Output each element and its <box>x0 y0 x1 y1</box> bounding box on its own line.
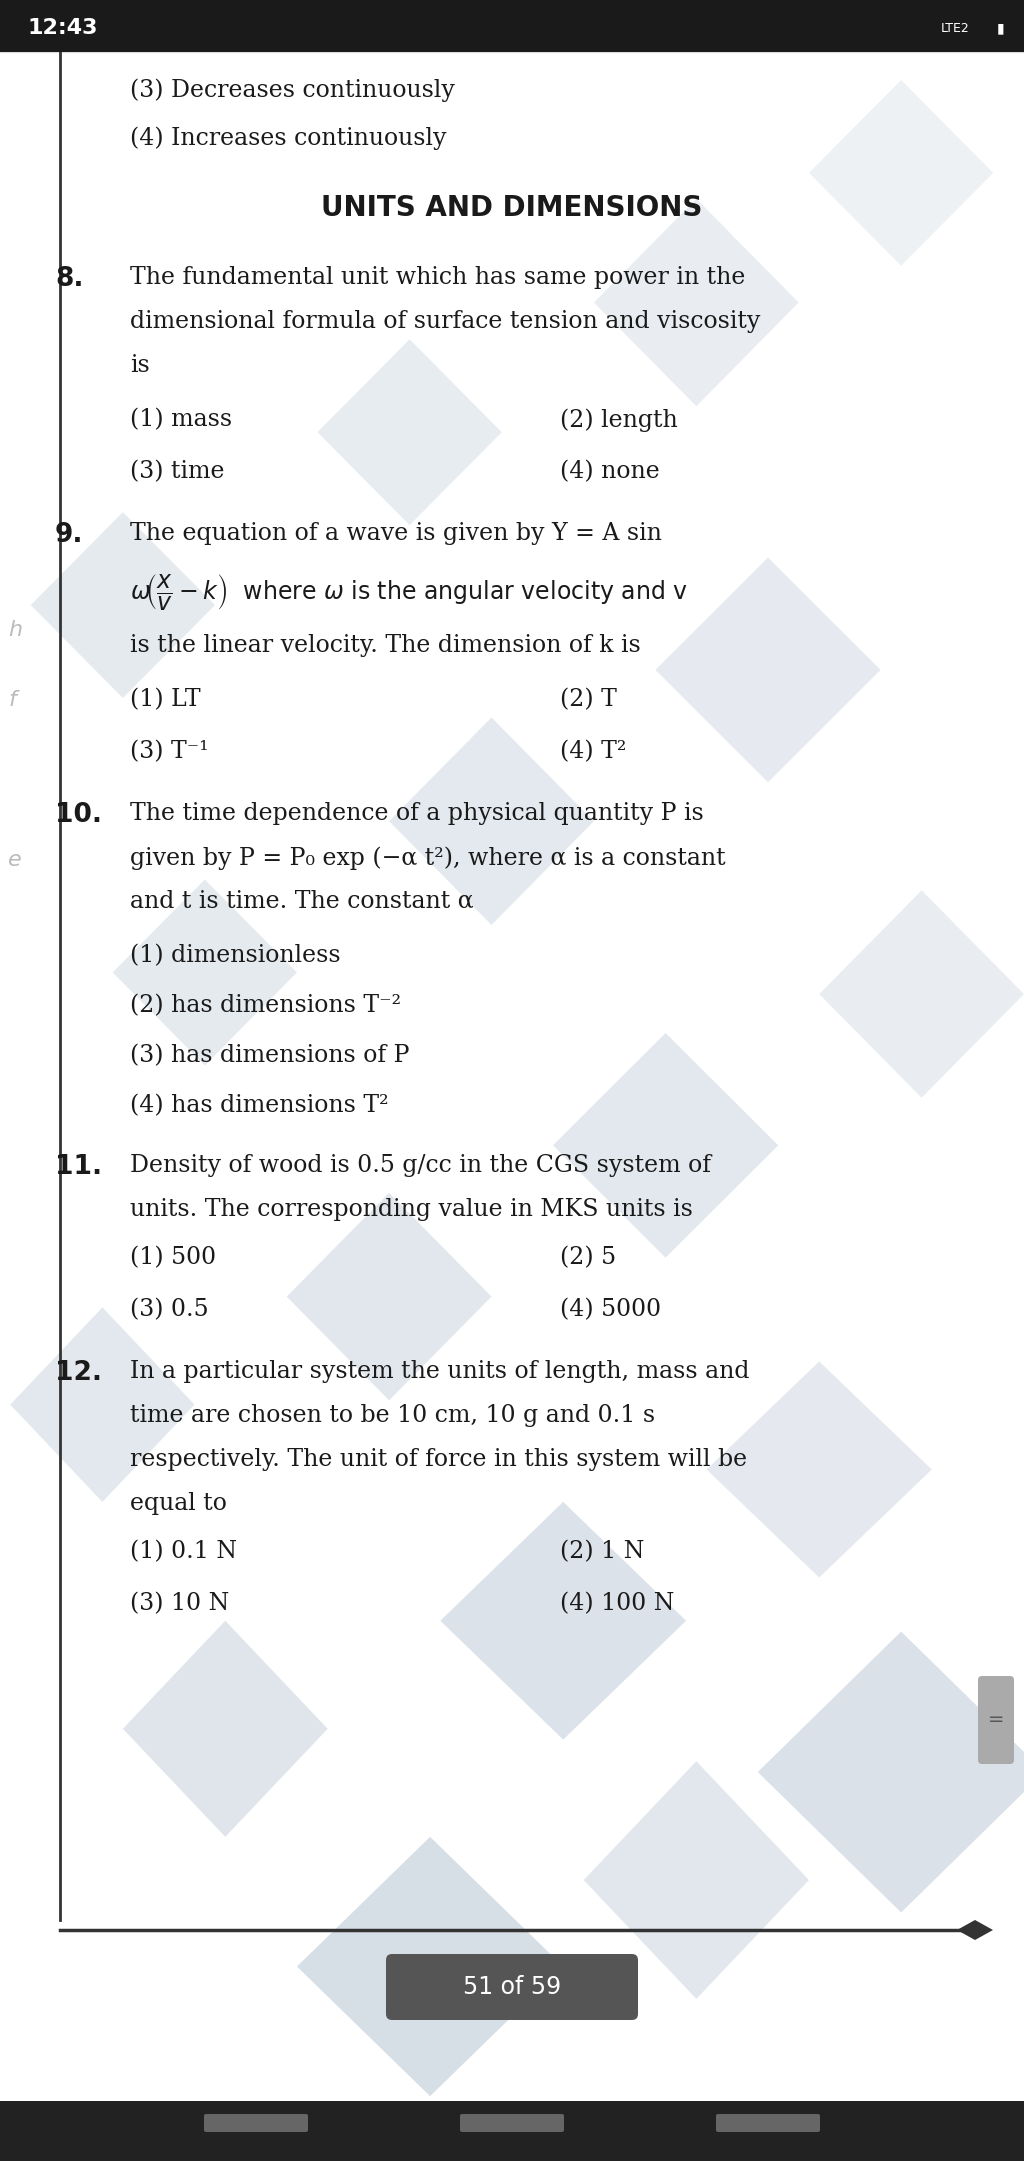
Text: and t is time. The constant α: and t is time. The constant α <box>130 890 474 912</box>
Text: (2) 1 N: (2) 1 N <box>560 1541 644 1562</box>
Polygon shape <box>584 1761 809 1999</box>
Text: 11.: 11. <box>55 1154 102 1180</box>
Text: (3) time: (3) time <box>130 460 224 484</box>
Text: (2) length: (2) length <box>560 408 678 432</box>
Text: h: h <box>8 620 23 640</box>
Text: ▮: ▮ <box>996 22 1004 35</box>
Text: (2) 5: (2) 5 <box>560 1247 616 1269</box>
Bar <box>0 0 1024 52</box>
Text: e: e <box>8 849 22 871</box>
Polygon shape <box>31 512 215 698</box>
Bar <box>0 2100 1024 2161</box>
Text: 12:43: 12:43 <box>28 17 98 39</box>
Polygon shape <box>113 880 297 1065</box>
Polygon shape <box>440 1502 686 1740</box>
Polygon shape <box>553 1033 778 1258</box>
Text: time are chosen to be 10 cm, 10 g and 0.1 s: time are chosen to be 10 cm, 10 g and 0.… <box>130 1405 655 1426</box>
Text: UNITS AND DIMENSIONS: UNITS AND DIMENSIONS <box>322 194 702 223</box>
Text: In a particular system the units of length, mass and: In a particular system the units of leng… <box>130 1359 750 1383</box>
Polygon shape <box>957 1919 993 1941</box>
Text: (1) dimensionless: (1) dimensionless <box>130 944 341 966</box>
Text: (3) T⁻¹: (3) T⁻¹ <box>130 739 209 763</box>
Text: (3) 10 N: (3) 10 N <box>130 1593 229 1614</box>
Text: (2) T: (2) T <box>560 687 616 711</box>
Text: $\omega\!\left(\dfrac{x}{v}-k\right)$  where $\omega$ is the angular velocity an: $\omega\!\left(\dfrac{x}{v}-k\right)$ wh… <box>130 573 688 612</box>
Text: dimensional formula of surface tension and viscosity: dimensional formula of surface tension a… <box>130 309 761 333</box>
Text: (1) mass: (1) mass <box>130 408 232 430</box>
Polygon shape <box>389 717 594 925</box>
Text: is the linear velocity. The dimension of k is: is the linear velocity. The dimension of… <box>130 633 641 657</box>
FancyBboxPatch shape <box>716 2113 820 2133</box>
Polygon shape <box>123 1621 328 1837</box>
Text: (4) T²: (4) T² <box>560 739 627 763</box>
Polygon shape <box>287 1193 492 1400</box>
Text: The time dependence of a physical quantity P is: The time dependence of a physical quanti… <box>130 802 703 826</box>
Text: (1) LT: (1) LT <box>130 687 201 711</box>
Text: (4) 100 N: (4) 100 N <box>560 1593 675 1614</box>
Polygon shape <box>297 1837 563 2096</box>
FancyBboxPatch shape <box>386 1954 638 2021</box>
FancyBboxPatch shape <box>460 2113 564 2133</box>
Text: (4) Increases continuously: (4) Increases continuously <box>130 125 446 149</box>
Polygon shape <box>10 1307 195 1502</box>
Text: (3) has dimensions of P: (3) has dimensions of P <box>130 1044 410 1068</box>
Text: is: is <box>130 354 150 376</box>
Text: respectively. The unit of force in this system will be: respectively. The unit of force in this … <box>130 1448 748 1472</box>
Text: (1) 0.1 N: (1) 0.1 N <box>130 1541 237 1562</box>
Text: (4) 5000: (4) 5000 <box>560 1299 662 1320</box>
Text: =: = <box>988 1712 1005 1729</box>
Polygon shape <box>819 890 1024 1098</box>
Text: (4) has dimensions T²: (4) has dimensions T² <box>130 1093 389 1117</box>
Text: (1) 500: (1) 500 <box>130 1247 216 1269</box>
Polygon shape <box>594 199 799 406</box>
Text: (3) 0.5: (3) 0.5 <box>130 1299 209 1320</box>
Text: 51 of 59: 51 of 59 <box>463 1975 561 1999</box>
Text: f: f <box>8 689 16 711</box>
FancyBboxPatch shape <box>204 2113 308 2133</box>
Text: 8.: 8. <box>55 266 84 292</box>
Text: LTE2: LTE2 <box>940 22 969 35</box>
Text: 10.: 10. <box>55 802 102 828</box>
Text: 9.: 9. <box>55 523 84 549</box>
Polygon shape <box>809 80 993 266</box>
Text: (2) has dimensions T⁻²: (2) has dimensions T⁻² <box>130 994 401 1018</box>
Text: (3) Decreases continuously: (3) Decreases continuously <box>130 78 455 102</box>
Text: Density of wood is 0.5 g/cc in the CGS system of: Density of wood is 0.5 g/cc in the CGS s… <box>130 1154 711 1178</box>
Text: The fundamental unit which has same power in the: The fundamental unit which has same powe… <box>130 266 745 290</box>
Text: given by P = P₀ exp (−α t²), where α is a constant: given by P = P₀ exp (−α t²), where α is … <box>130 845 726 869</box>
Text: units. The corresponding value in MKS units is: units. The corresponding value in MKS un… <box>130 1197 693 1221</box>
Text: equal to: equal to <box>130 1491 227 1515</box>
Polygon shape <box>655 558 881 782</box>
Polygon shape <box>758 1632 1024 1912</box>
Polygon shape <box>317 339 502 525</box>
Polygon shape <box>707 1361 932 1578</box>
Text: (4) none: (4) none <box>560 460 659 484</box>
FancyBboxPatch shape <box>978 1677 1014 1763</box>
Text: 12.: 12. <box>55 1359 102 1385</box>
Text: The equation of a wave is given by Y = A sin: The equation of a wave is given by Y = A… <box>130 523 662 545</box>
